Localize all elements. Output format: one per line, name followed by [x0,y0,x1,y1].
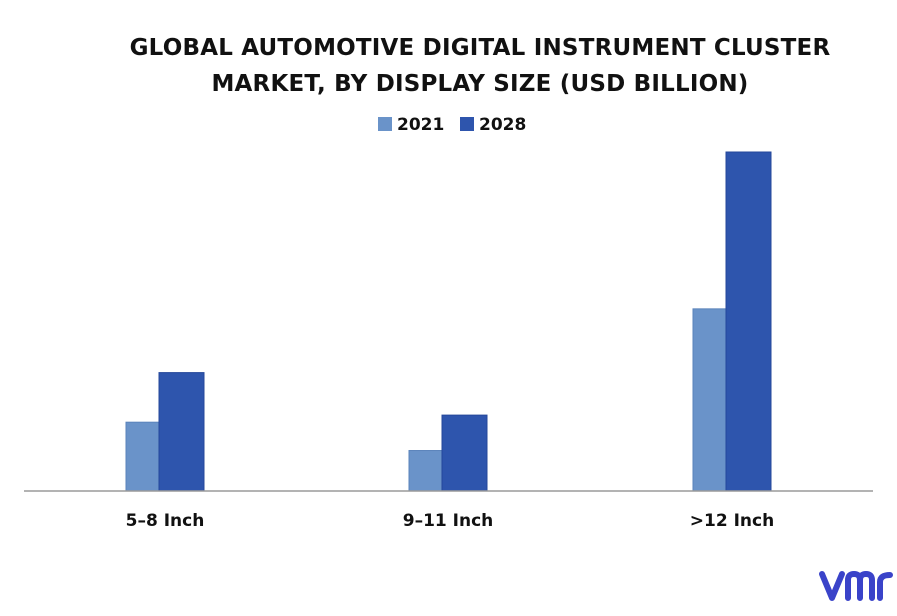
bars-group [125,151,772,492]
x-tick-label: >12 Inch [690,511,774,531]
bar-2021-0 [125,421,160,492]
bar-2021-1 [408,450,443,492]
bar-2021-2 [692,308,727,492]
x-tick-labels: 5–8 Inch 9–11 Inch >12 Inch [126,511,775,531]
x-tick-label: 9–11 Inch [403,511,494,531]
x-tick-label: 5–8 Inch [126,511,205,531]
legend-swatch-2028 [460,117,474,131]
bar-2028-2 [725,151,772,492]
legend-label-2028: 2028 [479,115,526,135]
chart-title: GLOBAL AUTOMOTIVE DIGITAL INSTRUMENT CLU… [129,35,831,97]
bar-2028-1 [441,414,488,492]
legend-label-2021: 2021 [397,115,444,135]
vmr-logo-icon [819,570,893,601]
bar-2028-0 [158,372,205,492]
legend-swatch-2021 [378,117,392,131]
legend: 2021 2028 [378,115,526,135]
